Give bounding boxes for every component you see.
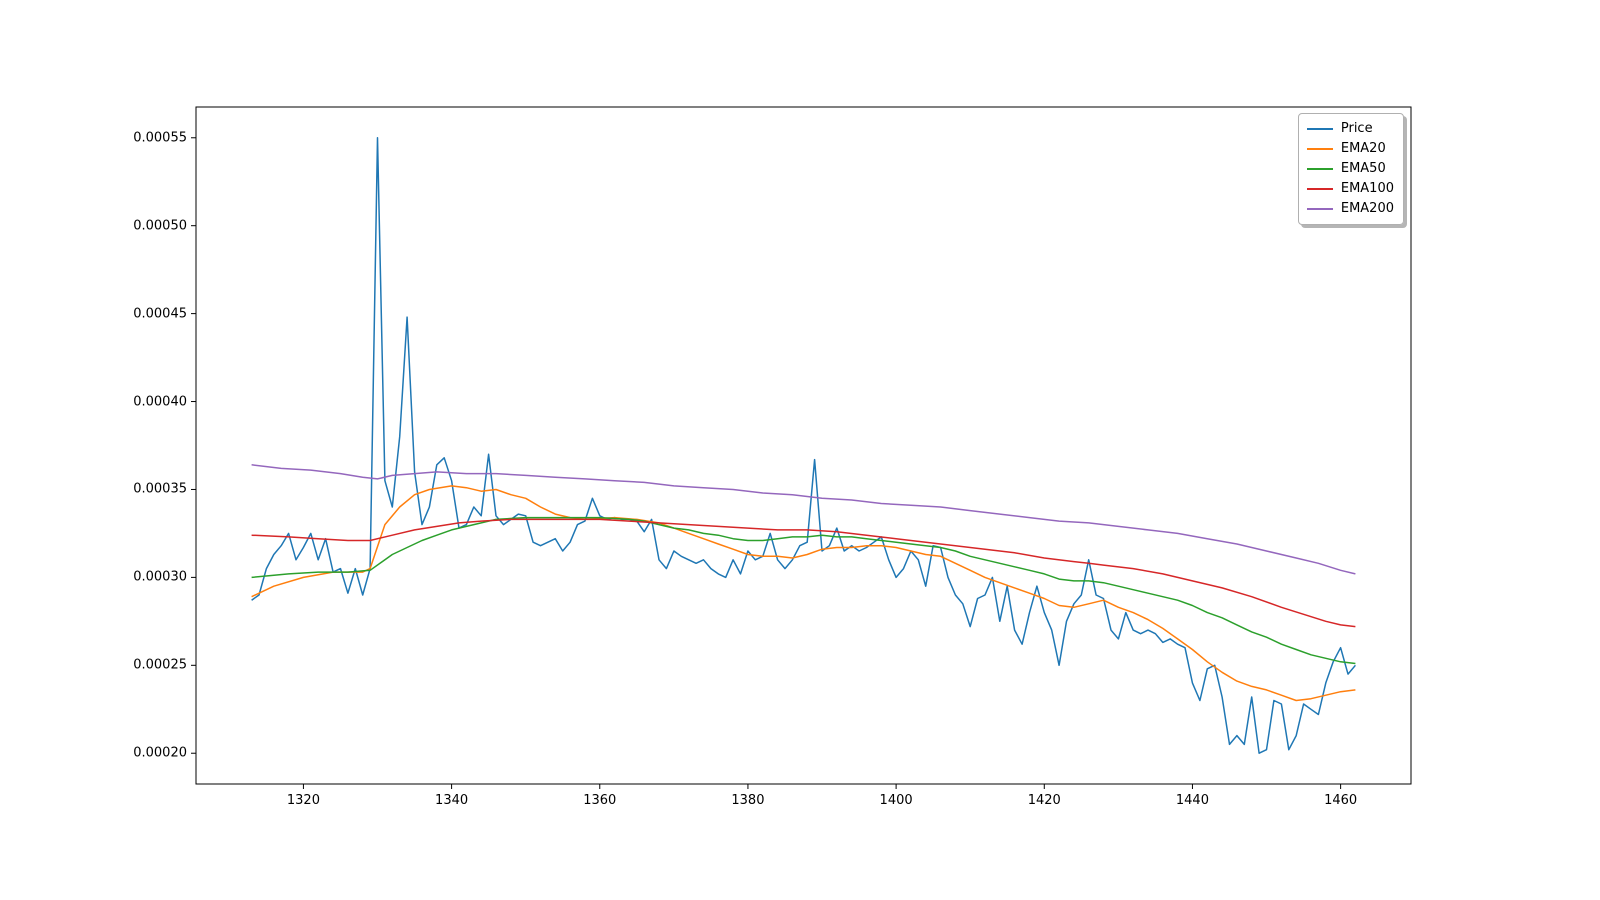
legend-line-sample-icon — [1306, 188, 1333, 190]
legend: Price EMA20 EMA50 EMA100 EMA200 — [1297, 113, 1404, 225]
legend-line-sample-icon — [1306, 168, 1333, 170]
legend-entry-ema50: EMA50 — [1306, 159, 1394, 179]
y-tick-label: 0.00050 — [133, 218, 187, 234]
legend-entry-price: Price — [1306, 119, 1394, 139]
legend-label: EMA20 — [1340, 141, 1386, 156]
series-line-ema50 — [251, 516, 1356, 665]
y-tick-label: 0.00040 — [133, 394, 187, 410]
legend-entry-ema20: EMA20 — [1306, 139, 1394, 159]
y-tick-label: 0.00030 — [133, 569, 187, 585]
axes-spines — [195, 106, 1412, 785]
legend-label: EMA100 — [1340, 181, 1394, 196]
x-tick-label: 1340 — [435, 793, 469, 808]
series-line-ema20 — [251, 485, 1356, 702]
legend-entry-ema100: EMA100 — [1306, 179, 1394, 199]
y-tick-label: 0.00025 — [133, 657, 187, 673]
legend-line-sample-icon — [1306, 128, 1333, 130]
series-line-price — [251, 137, 1356, 754]
x-tick-label: 1400 — [879, 793, 913, 808]
series-line-ema100 — [251, 518, 1356, 628]
x-tick-label: 1420 — [1027, 793, 1061, 808]
x-tick-label: 1460 — [1324, 793, 1358, 808]
x-tick-label: 1320 — [286, 793, 320, 808]
series-line-ema200 — [251, 464, 1356, 575]
legend-label: EMA50 — [1340, 161, 1386, 176]
x-tick-label: 1440 — [1175, 793, 1209, 808]
legend-label: EMA200 — [1340, 201, 1394, 216]
legend-line-sample-icon — [1306, 208, 1333, 210]
x-tick-label: 1380 — [731, 793, 765, 808]
x-tick-label: 1360 — [583, 793, 617, 808]
y-tick-label: 0.00055 — [133, 130, 187, 146]
y-tick-label: 0.00045 — [133, 306, 187, 322]
legend-entry-ema200: EMA200 — [1306, 199, 1394, 219]
y-tick-label: 0.00020 — [133, 745, 187, 761]
legend-label: Price — [1340, 121, 1373, 136]
legend-line-sample-icon — [1306, 148, 1333, 150]
y-tick-label: 0.00035 — [133, 481, 187, 497]
